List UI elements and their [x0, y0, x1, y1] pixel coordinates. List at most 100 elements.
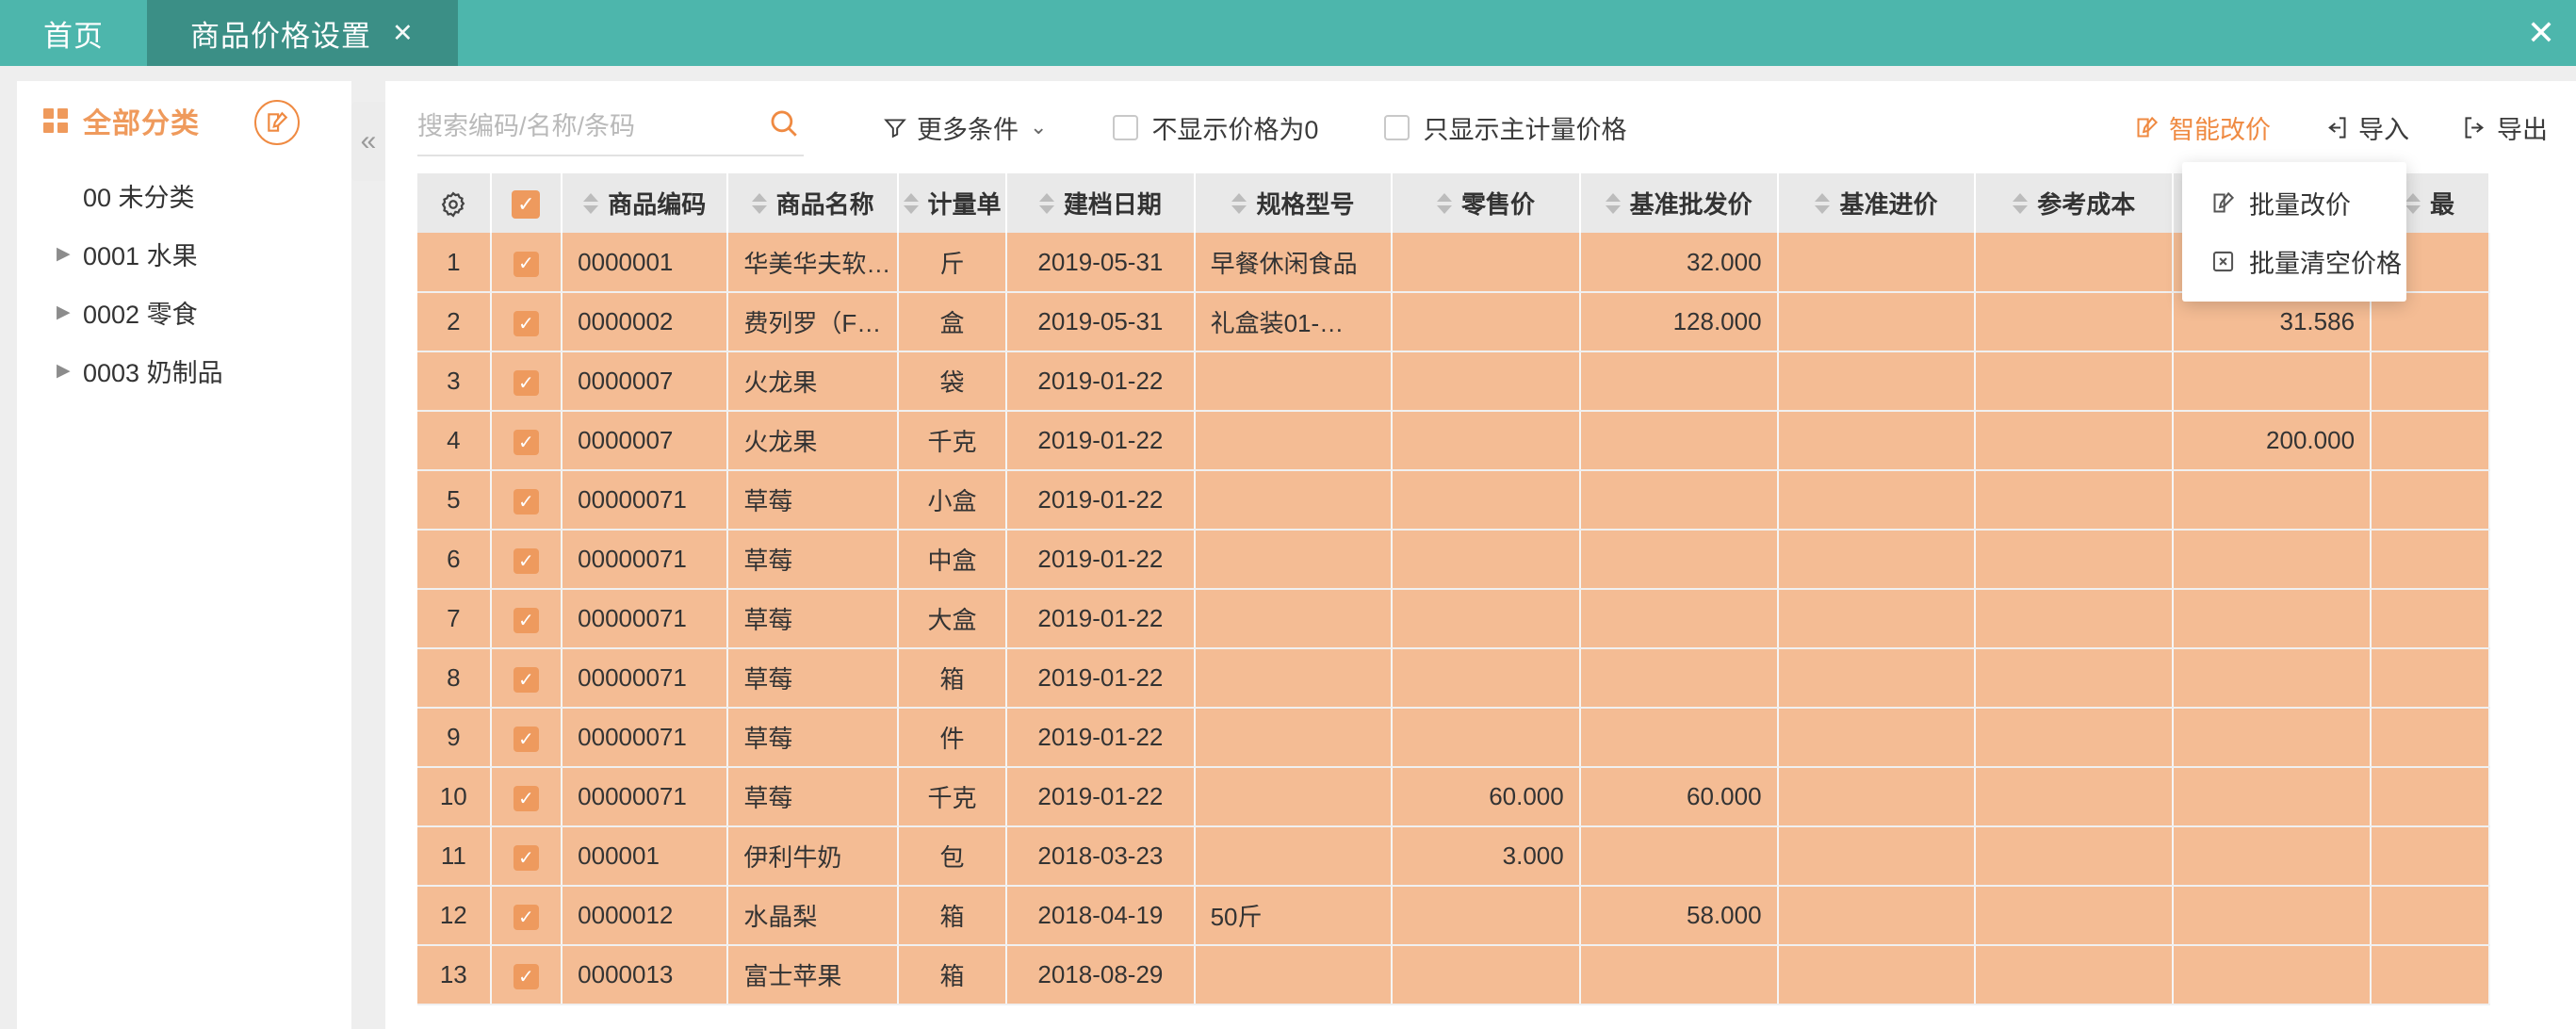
cell-base-purchase-price[interactable] [1777, 648, 1977, 709]
cell-base-purchase-price[interactable] [1777, 351, 1977, 412]
cell-base-purchase-price[interactable] [1777, 886, 1977, 946]
sort-icon[interactable] [1038, 192, 1054, 214]
column-header-date[interactable]: 建档日期 [1006, 173, 1196, 233]
cell-base-wholesale-price[interactable] [1579, 708, 1779, 768]
cell-last[interactable] [2371, 826, 2490, 887]
tab-close-icon[interactable]: ✕ [392, 18, 415, 47]
row-checkbox-cell[interactable]: ✓ [490, 648, 563, 709]
expand-caret-icon[interactable]: ▶ [57, 243, 71, 264]
hide-zero-price-checkbox[interactable]: 不显示价格为0 [1113, 109, 1318, 146]
table-row[interactable]: 8 ✓ 00000071 草莓箱 2019-01-22 [417, 648, 2490, 709]
sort-icon[interactable] [2405, 192, 2421, 214]
row-checkbox-cell[interactable]: ✓ [490, 351, 563, 412]
cell-retail-price[interactable] [1392, 292, 1581, 352]
expand-caret-icon[interactable]: ▶ [57, 302, 71, 322]
product-price-table-container[interactable]: ✓ 商品编码 商品名称 计量单 建档日期 规格型号 零售价 基准批发价 基准进价… [417, 173, 2544, 1029]
cell-retail-price[interactable]: 60.000 [1392, 767, 1581, 827]
cell-base-purchase-price[interactable] [1777, 530, 1977, 590]
row-checkbox-cell[interactable]: ✓ [490, 589, 563, 649]
cell-retail-price[interactable] [1392, 470, 1581, 531]
row-checkbox-cell[interactable]: ✓ [490, 767, 563, 827]
row-checkbox-cell[interactable]: ✓ [490, 826, 563, 887]
cell-retail-price[interactable] [1392, 708, 1581, 768]
main-unit-only-checkbox[interactable]: 只显示主计量价格 [1384, 109, 1626, 146]
column-header-base-wholesale-price[interactable]: 基准批发价 [1579, 173, 1779, 233]
cell-last[interactable] [2371, 767, 2490, 827]
row-checkbox[interactable]: ✓ [513, 489, 539, 515]
cell-cost[interactable] [2173, 767, 2372, 827]
cell-reference-cost[interactable] [1975, 292, 2175, 352]
table-row[interactable]: 4 ✓ 0000007 火龙果 千克 2019-01-22 200.000 [417, 411, 2490, 471]
cell-base-wholesale-price[interactable] [1579, 945, 1779, 1005]
category-item-0001[interactable]: ▶ 0001 水果 [17, 224, 351, 283]
search-icon[interactable] [768, 107, 800, 144]
table-row[interactable]: 9 ✓ 00000071 草莓件 2019-01-22 [417, 708, 2490, 768]
sort-icon[interactable] [751, 192, 767, 214]
row-checkbox-cell[interactable]: ✓ [490, 470, 563, 531]
cell-cost[interactable] [2173, 648, 2372, 709]
cell-reference-cost[interactable] [1975, 767, 2175, 827]
cell-reference-cost[interactable] [1975, 648, 2175, 709]
cell-reference-cost[interactable] [1975, 708, 2175, 768]
cell-last[interactable] [2371, 292, 2490, 352]
smart-price-button[interactable]: 智能改价 [2134, 109, 2271, 146]
cell-cost[interactable] [2173, 945, 2372, 1005]
cell-retail-price[interactable] [1392, 411, 1581, 471]
row-checkbox-cell[interactable]: ✓ [490, 530, 563, 590]
cell-retail-price[interactable]: 3.000 [1392, 826, 1581, 887]
more-conditions-button[interactable]: 更多条件 ⌄ [883, 109, 1047, 146]
row-checkbox[interactable]: ✓ [513, 905, 539, 931]
column-header-reference-cost[interactable]: 参考成本 [1975, 173, 2175, 233]
row-checkbox-cell[interactable]: ✓ [490, 411, 563, 471]
tab-product-price-settings[interactable]: 商品价格设置 ✕ [147, 0, 458, 66]
cell-base-wholesale-price[interactable]: 58.000 [1579, 886, 1779, 946]
sort-icon[interactable] [1437, 192, 1453, 214]
search-input[interactable] [417, 111, 738, 141]
cell-base-wholesale-price[interactable] [1579, 589, 1779, 649]
cell-base-purchase-price[interactable] [1777, 708, 1977, 768]
cell-cost[interactable]: 200.000 [2173, 411, 2372, 471]
cell-last[interactable] [2371, 470, 2490, 531]
cell-base-purchase-price[interactable] [1777, 945, 1977, 1005]
row-checkbox[interactable]: ✓ [513, 311, 539, 337]
sort-icon[interactable] [903, 192, 919, 214]
table-row[interactable]: 13 ✓ 0000013 富士苹果箱 2018-08-29 [417, 945, 2490, 1005]
column-header-code[interactable]: 商品编码 [562, 173, 729, 233]
cell-retail-price[interactable] [1392, 530, 1581, 590]
cell-base-purchase-price[interactable] [1777, 826, 1977, 887]
cell-base-wholesale-price[interactable]: 128.000 [1579, 292, 1779, 352]
cell-retail-price[interactable] [1392, 351, 1581, 412]
cell-base-purchase-price[interactable] [1777, 411, 1977, 471]
select-all-header[interactable]: ✓ [490, 173, 563, 233]
cell-cost[interactable] [2173, 708, 2372, 768]
cell-base-purchase-price[interactable] [1777, 470, 1977, 531]
row-checkbox-cell[interactable]: ✓ [490, 233, 563, 293]
expand-caret-icon[interactable]: ▶ [57, 360, 71, 381]
category-item-00[interactable]: ▶ 00 未分类 [17, 166, 351, 224]
cell-cost[interactable] [2173, 351, 2372, 412]
cell-base-purchase-price[interactable] [1777, 233, 1977, 293]
cell-base-wholesale-price[interactable] [1579, 530, 1779, 590]
table-row[interactable]: 11 ✓ 000001 伊利牛奶包 2018-03-23 3.000 [417, 826, 2490, 887]
row-checkbox[interactable]: ✓ [513, 786, 539, 812]
column-settings-header[interactable] [417, 173, 492, 233]
cell-base-wholesale-price[interactable] [1579, 351, 1779, 412]
row-checkbox[interactable]: ✓ [513, 251, 539, 277]
cell-base-wholesale-price[interactable] [1579, 648, 1779, 709]
sort-icon[interactable] [583, 192, 599, 214]
table-row[interactable]: 3 ✓ 0000007 火龙果袋 2019-01-22 [417, 351, 2490, 412]
row-checkbox[interactable]: ✓ [513, 370, 539, 397]
cell-last[interactable] [2371, 530, 2490, 590]
column-header-base-purchase-price[interactable]: 基准进价 [1777, 173, 1977, 233]
menu-item-batch-price-change[interactable]: 批量改价 [2182, 173, 2406, 232]
cell-base-purchase-price[interactable] [1777, 767, 1977, 827]
row-checkbox[interactable]: ✓ [513, 667, 539, 694]
sort-icon[interactable] [1605, 192, 1621, 214]
row-checkbox-cell[interactable]: ✓ [490, 886, 563, 946]
cell-cost[interactable] [2173, 886, 2372, 946]
cell-cost[interactable]: 31.586 [2173, 292, 2372, 352]
cell-base-wholesale-price[interactable]: 32.000 [1579, 233, 1779, 293]
cell-base-wholesale-price[interactable] [1579, 470, 1779, 531]
cell-reference-cost[interactable] [1975, 826, 2175, 887]
